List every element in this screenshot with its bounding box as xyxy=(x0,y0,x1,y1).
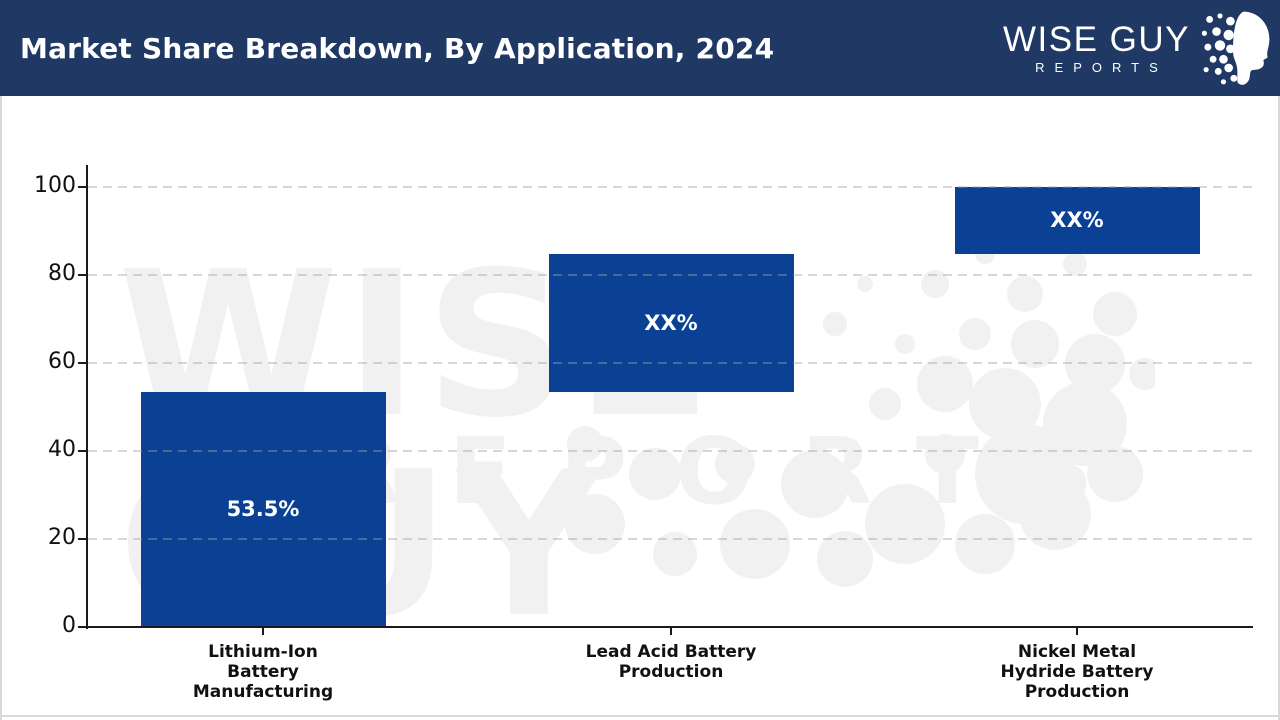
x-tick-mark-1 xyxy=(262,627,264,635)
y-tick-label-0: 0 xyxy=(62,613,76,638)
bar-value-label-1: 53.5% xyxy=(226,497,300,522)
x-tick-mark-2 xyxy=(670,627,672,635)
bar-segment-1 xyxy=(140,391,386,627)
gridline-60 xyxy=(88,362,1253,364)
y-tick-mark-40 xyxy=(78,450,87,452)
gridline-40 xyxy=(88,450,1253,452)
gridline-100 xyxy=(88,186,1253,188)
header-bar: Market Share Breakdown, By Application, … xyxy=(0,0,1280,96)
bottom-border-line xyxy=(0,715,1280,717)
x-category-label-2: Lead Acid Battery Production xyxy=(585,642,757,682)
y-tick-label-100: 100 xyxy=(34,173,76,198)
chart-title: Market Share Breakdown, By Application, … xyxy=(20,31,775,65)
bar-value-label-3: XX% xyxy=(1050,208,1104,233)
bar-segment-3 xyxy=(954,187,1200,254)
logo-wordmark: WISE GUY xyxy=(1002,19,1190,59)
left-border-line xyxy=(0,96,2,720)
logo-subtitle: REPORTS xyxy=(1035,59,1168,75)
gridline-80 xyxy=(88,274,1253,276)
bar-segment-2 xyxy=(548,253,794,392)
y-tick-mark-100 xyxy=(78,186,87,188)
y-tick-label-20: 20 xyxy=(48,525,76,550)
chart-canvas: WISE GUY REPORTS 53.5%XX%XX%020406080100… xyxy=(0,96,1280,720)
x-tick-mark-3 xyxy=(1076,627,1078,635)
y-tick-mark-0 xyxy=(78,626,87,628)
y-tick-mark-20 xyxy=(78,538,87,540)
y-tick-mark-60 xyxy=(78,362,87,364)
y-tick-mark-80 xyxy=(78,274,87,276)
right-border-line xyxy=(1278,96,1280,720)
bar-value-label-2: XX% xyxy=(644,310,698,335)
wiseguy-logo: WISE GUY REPORTS xyxy=(1003,4,1272,92)
y-axis-line xyxy=(86,165,88,629)
logo-text: WISE GUY REPORTS xyxy=(1003,22,1190,75)
x-axis-line xyxy=(86,626,1253,628)
y-tick-label-40: 40 xyxy=(48,437,76,462)
gridline-20 xyxy=(88,538,1253,540)
y-tick-label-80: 80 xyxy=(48,261,76,286)
y-tick-label-60: 60 xyxy=(48,349,76,374)
logo-head-icon xyxy=(1201,11,1270,85)
plot-area: 53.5% XX% XX% 0 20 40 60 80 100 Lithium-Ion Batte… xyxy=(0,96,1280,720)
x-category-label-1: Lithium-Ion Battery Manufacturing xyxy=(192,642,334,702)
x-category-label-3: Nickel Metal Hydride Battery Production xyxy=(1000,642,1154,702)
